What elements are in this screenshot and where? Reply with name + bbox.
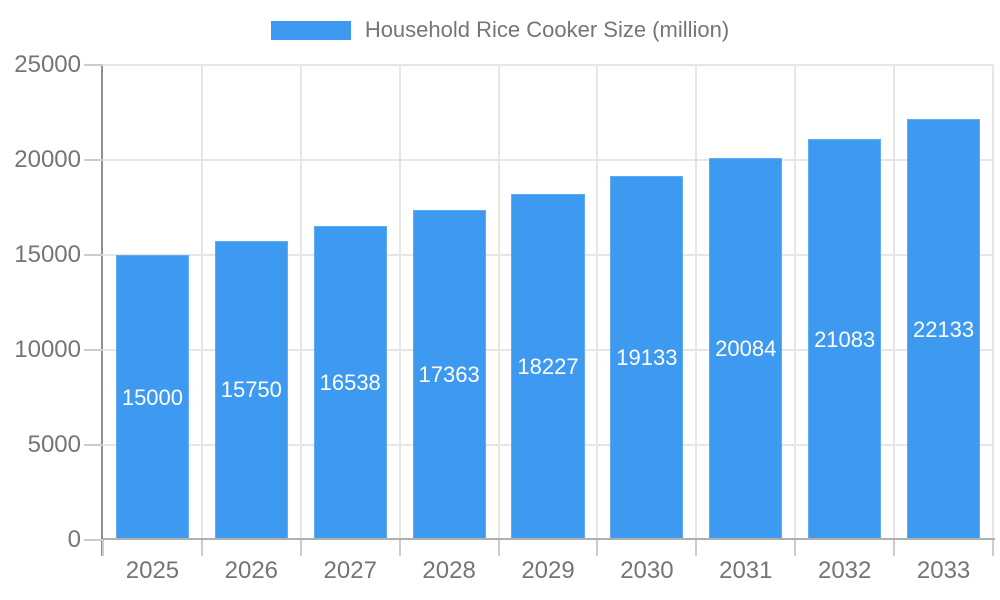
- y-tick: [84, 254, 103, 256]
- bars-layer: 15000 15750 16538 17363 18227 19133 20084 21083…: [103, 65, 993, 540]
- x-tick: [893, 540, 896, 556]
- x-axis-baseline: [103, 538, 995, 540]
- bar-cell: 17363: [400, 65, 499, 540]
- bar-2033: 22133: [906, 119, 981, 540]
- legend: Household Rice Cooker Size (million): [0, 12, 1000, 48]
- bar-2032: 21083: [808, 139, 882, 540]
- bar-value-label: 15000: [121, 384, 184, 410]
- v-gridline: [200, 65, 203, 540]
- x-axis-label: 2027: [323, 557, 377, 584]
- bar-2025: 15000: [115, 255, 190, 540]
- y-axis-label: 20000: [14, 146, 81, 173]
- x-tick: [695, 540, 698, 556]
- bar-2026: 15750: [214, 240, 288, 540]
- bar-2031: 20084: [709, 158, 783, 540]
- y-tick: [84, 539, 103, 541]
- bar-value-label: 16538: [319, 369, 381, 395]
- x-tick: [794, 540, 797, 556]
- bar-value-label: 19133: [616, 345, 678, 371]
- h-gridline: [103, 64, 993, 66]
- bar-cell: 16538: [301, 65, 400, 540]
- bar-cell: 19133: [597, 65, 696, 540]
- y-axis-label: 10000: [14, 336, 81, 363]
- x-axis: 2025 2026 2027 2028 2029 2030 2031 2032 2033: [103, 556, 993, 592]
- bar-value-label: 21083: [814, 326, 876, 352]
- y-axis-label: 5000: [27, 431, 81, 458]
- bar-2028: 17363: [412, 210, 486, 540]
- x-tick: [497, 540, 500, 556]
- v-gridline: [794, 65, 797, 540]
- x-axis-label: 2028: [422, 557, 476, 584]
- bar-cell: 20084: [696, 65, 795, 540]
- plot-area: 15000 15750 16538 17363 18227 19133 20084 21083…: [103, 64, 994, 540]
- y-tick: [84, 349, 103, 351]
- bar-2027: 16538: [313, 225, 387, 540]
- v-gridline: [497, 65, 500, 540]
- x-axis-label: 2030: [620, 557, 674, 584]
- v-gridline: [992, 65, 994, 540]
- y-axis-line: [101, 65, 103, 556]
- bar-cell: 21083: [795, 65, 894, 540]
- bar-2029: 18227: [511, 193, 585, 540]
- bar-cell: 18227: [499, 65, 598, 540]
- v-gridline: [893, 65, 896, 540]
- y-axis-label: 15000: [14, 241, 81, 268]
- bar-value-label: 17363: [418, 362, 480, 388]
- x-tick: [299, 540, 302, 556]
- v-gridline: [596, 65, 599, 540]
- y-tick: [84, 64, 103, 66]
- x-tick: [992, 540, 994, 556]
- bar-value-label: 15750: [220, 377, 282, 403]
- y-axis-label: 25000: [14, 51, 81, 78]
- bar-cell: 15750: [202, 65, 301, 540]
- legend-swatch-icon: [270, 20, 351, 40]
- y-tick: [84, 159, 103, 161]
- bar-value-label: 18227: [517, 353, 579, 379]
- bar-cell: 15000: [103, 65, 202, 540]
- x-axis-label: 2025: [125, 557, 180, 584]
- bar-2030: 19133: [610, 176, 684, 540]
- v-gridline: [299, 65, 302, 540]
- bar-value-label: 22133: [912, 316, 975, 342]
- x-tick: [102, 540, 104, 556]
- y-axis-label: 0: [67, 526, 81, 553]
- x-axis-label: 2029: [521, 557, 575, 584]
- v-gridline: [398, 65, 401, 540]
- bar-cell: 22133: [894, 65, 993, 540]
- x-axis-label: 2026: [224, 557, 279, 584]
- h-gridline: [103, 159, 993, 161]
- x-tick: [200, 540, 203, 556]
- x-tick: [596, 540, 599, 556]
- x-axis-label: 2031: [719, 557, 773, 584]
- x-tick: [398, 540, 401, 556]
- bar-value-label: 20084: [715, 336, 777, 362]
- x-axis-label: 2032: [817, 557, 872, 584]
- y-tick: [84, 444, 103, 446]
- x-axis-label: 2033: [916, 557, 971, 584]
- legend-label: Household Rice Cooker Size (million): [364, 17, 730, 42]
- v-gridline: [695, 65, 698, 540]
